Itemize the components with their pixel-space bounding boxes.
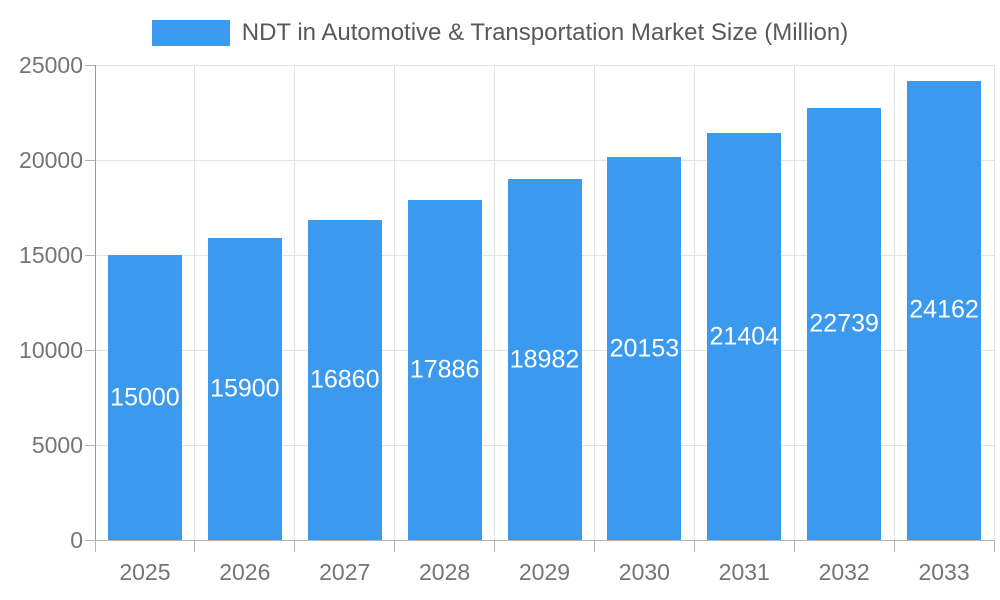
y-axis-tick xyxy=(85,444,95,446)
x-axis-tick xyxy=(593,540,595,552)
x-tick-label: 2031 xyxy=(718,559,770,585)
gridline-vertical xyxy=(294,65,296,540)
gridline-vertical xyxy=(494,65,496,540)
bar-2032[interactable]: 22739 xyxy=(807,107,882,540)
bar-2030[interactable]: 20153 xyxy=(607,157,682,540)
gridline-horizontal xyxy=(95,159,994,161)
gridline-vertical xyxy=(593,65,595,540)
bar-value-label: 20153 xyxy=(609,334,680,363)
x-axis-tick xyxy=(294,540,296,552)
y-tick-label: 25000 xyxy=(19,52,83,78)
bar-value-label: 22739 xyxy=(809,309,879,338)
gridline-vertical xyxy=(693,65,695,540)
bar-2033[interactable]: 24162 xyxy=(907,80,982,540)
bar-2029[interactable]: 18982 xyxy=(507,179,582,540)
x-tick-label: 2030 xyxy=(618,559,670,585)
x-axis-tick xyxy=(893,540,895,552)
gridline-horizontal xyxy=(95,64,994,66)
y-tick-label: 10000 xyxy=(19,337,83,363)
bar-value-label: 17886 xyxy=(409,355,480,384)
bar-value-label: 16860 xyxy=(309,365,380,394)
x-axis-tick xyxy=(394,540,396,552)
x-axis-tick xyxy=(94,540,96,552)
x-axis-tick xyxy=(793,540,795,552)
y-axis-tick xyxy=(85,159,95,161)
y-tick-label: 15000 xyxy=(19,242,83,268)
x-axis-line xyxy=(95,539,995,541)
x-axis-tick xyxy=(494,540,496,552)
x-axis-tick xyxy=(194,540,196,552)
bar-value-label: 18982 xyxy=(509,345,580,374)
x-tick-label: 2032 xyxy=(818,559,870,585)
gridline-vertical xyxy=(993,65,995,540)
y-tick-label: 20000 xyxy=(19,147,83,173)
legend-swatch-icon xyxy=(151,20,230,46)
x-tick-label: 2028 xyxy=(419,559,471,585)
y-tick-label: 5000 xyxy=(31,432,83,458)
x-tick-label: 2027 xyxy=(319,559,371,585)
bar-value-label: 21404 xyxy=(709,322,780,351)
bar-value-label: 24162 xyxy=(909,295,979,324)
bar-2025[interactable]: 15000 xyxy=(107,255,182,540)
bar-value-label: 15000 xyxy=(110,383,180,411)
x-axis-tick xyxy=(693,540,695,552)
x-tick-label: 2033 xyxy=(918,559,970,585)
bar-2031[interactable]: 21404 xyxy=(707,133,782,540)
y-axis-tick xyxy=(85,349,95,351)
bar-2026[interactable]: 15900 xyxy=(207,237,282,540)
y-axis-tick xyxy=(85,539,95,541)
gridline-vertical xyxy=(793,65,795,540)
y-tick-label: 0 xyxy=(70,527,83,553)
y-axis-tick xyxy=(85,64,95,66)
x-axis-tick xyxy=(993,540,995,552)
gridline-vertical xyxy=(893,65,895,540)
y-axis-tick xyxy=(85,254,95,256)
gridline-vertical xyxy=(194,65,196,540)
bar-value-label: 15900 xyxy=(210,374,280,403)
x-tick-label: 2026 xyxy=(219,559,271,585)
x-tick-label: 2029 xyxy=(518,559,571,585)
bar-2028[interactable]: 17886 xyxy=(407,200,482,540)
gridline-vertical xyxy=(394,65,396,540)
y-axis-line xyxy=(94,65,96,552)
legend-label: NDT in Automotive & Transportation Marke… xyxy=(241,19,849,46)
bar-2027[interactable]: 16860 xyxy=(307,219,382,540)
legend-item[interactable]: NDT in Automotive & Transportation Marke… xyxy=(0,19,1000,47)
x-tick-label: 2025 xyxy=(119,559,171,585)
